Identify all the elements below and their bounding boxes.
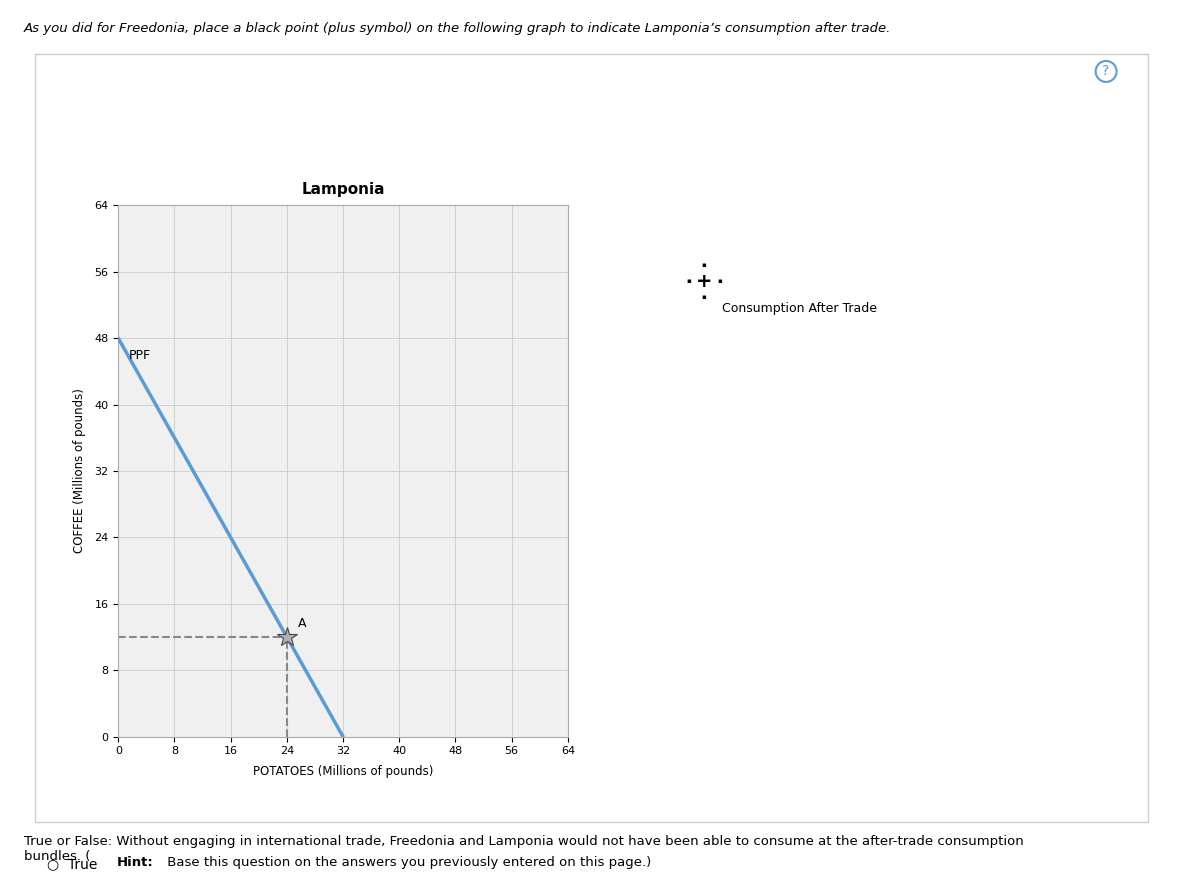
Text: ▪: ▪ xyxy=(686,279,691,284)
Text: A: A xyxy=(297,617,306,630)
Text: PPF: PPF xyxy=(129,349,151,362)
Text: +: + xyxy=(696,271,712,291)
Text: ?: ? xyxy=(1103,64,1110,79)
Text: Base this question on the answers you previously entered on this page.): Base this question on the answers you pr… xyxy=(163,856,652,870)
X-axis label: POTATOES (Millions of pounds): POTATOES (Millions of pounds) xyxy=(253,764,433,778)
Text: Consumption After Trade: Consumption After Trade xyxy=(722,302,877,314)
Text: True or False: Without engaging in international trade, Freedonia and Lamponia w: True or False: Without engaging in inter… xyxy=(24,835,1023,863)
Text: ▪: ▪ xyxy=(702,263,706,268)
Text: Hint:: Hint: xyxy=(117,856,154,870)
Text: ▪: ▪ xyxy=(702,295,706,300)
Text: As you did for Freedonia, place a black point (plus symbol) on the following gra: As you did for Freedonia, place a black … xyxy=(24,22,891,36)
Title: Lamponia: Lamponia xyxy=(302,182,384,197)
Text: ▪: ▪ xyxy=(717,279,722,284)
Text: ○  True: ○ True xyxy=(47,857,98,872)
Y-axis label: COFFEE (Millions of pounds): COFFEE (Millions of pounds) xyxy=(73,388,86,554)
